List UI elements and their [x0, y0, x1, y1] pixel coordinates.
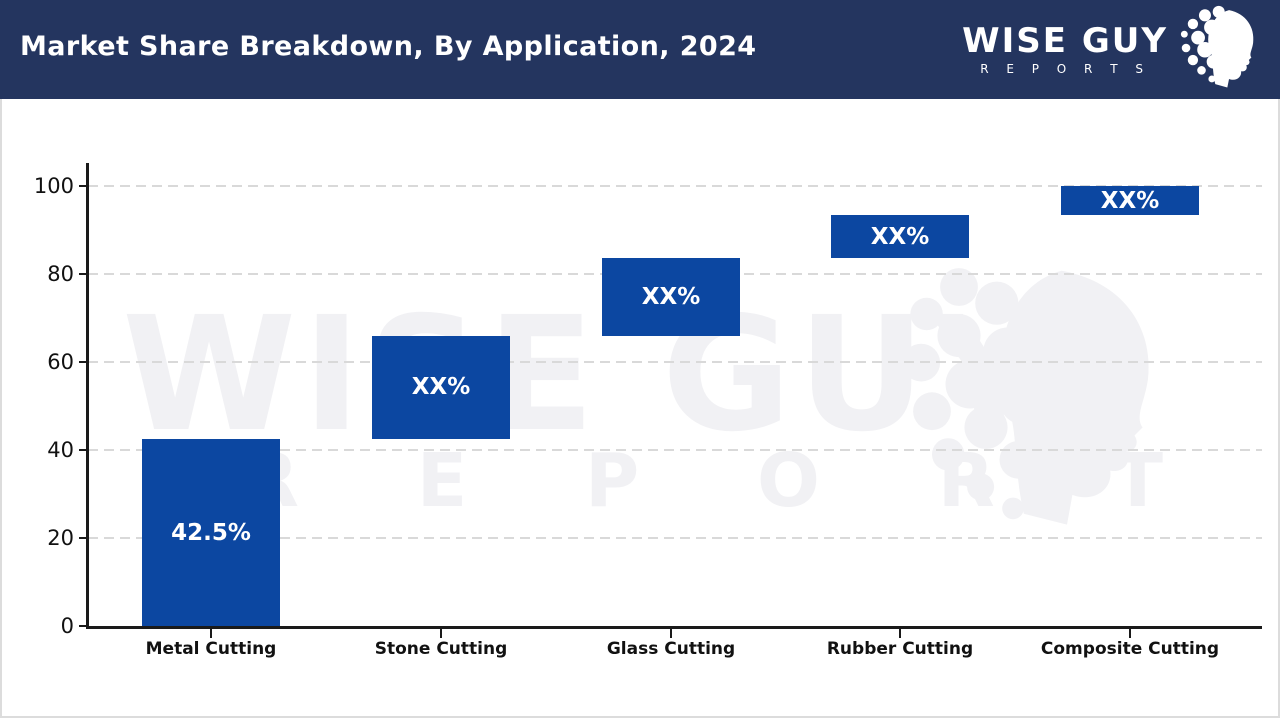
x-axis-tick: [670, 629, 672, 638]
x-category-label: Rubber Cutting: [826, 639, 974, 659]
x-category-label: Glass Cutting: [606, 639, 736, 659]
gridline: [88, 449, 1262, 451]
x-axis-tick: [1129, 629, 1131, 638]
bar-composite-cutting: XX%: [1061, 186, 1199, 216]
y-axis-tick: [79, 361, 88, 363]
x-axis-tick: [899, 629, 901, 638]
bar-glass-cutting: XX%: [602, 258, 740, 336]
y-tick-label: 0: [60, 614, 74, 638]
y-axis-tick: [79, 185, 88, 187]
bar-rubber-cutting: XX%: [831, 215, 969, 259]
y-axis-tick: [79, 449, 88, 451]
y-tick-label: 60: [47, 350, 74, 374]
x-axis-line: [86, 626, 1262, 629]
bar-value-label: XX%: [1100, 187, 1160, 214]
bar-value-label: XX%: [870, 223, 930, 250]
x-category-label: Metal Cutting: [145, 639, 277, 659]
y-tick-label: 100: [33, 174, 74, 198]
bar-value-label: XX%: [411, 374, 471, 401]
y-axis-tick: [79, 625, 88, 627]
brand-subtitle: R E P O R T S: [980, 62, 1150, 76]
gridline: [88, 185, 1262, 187]
y-tick-label: 40: [47, 438, 74, 462]
x-axis-tick: [210, 629, 212, 638]
y-tick-label: 20: [47, 526, 74, 550]
gridline: [88, 537, 1262, 539]
bar-value-label: XX%: [641, 283, 701, 310]
x-category-label: Stone Cutting: [374, 639, 508, 659]
header: Market Share Breakdown, By Application, …: [0, 0, 1280, 99]
x-axis-tick: [440, 629, 442, 638]
y-axis-tick: [79, 273, 88, 275]
brand-logo-text: WISE GUY R E P O R T S: [962, 24, 1168, 75]
x-category-label: Composite Cutting: [1040, 639, 1220, 659]
gridline: [88, 361, 1262, 363]
brand-name: WISE GUY: [962, 21, 1168, 61]
bar-stone-cutting: XX%: [372, 335, 510, 439]
y-axis-tick: [79, 537, 88, 539]
brand-face-icon: [1174, 4, 1260, 96]
page-title: Market Share Breakdown, By Application, …: [20, 31, 757, 62]
brand-logo: WISE GUY R E P O R T S: [962, 4, 1260, 96]
bar-value-label: 42.5%: [171, 519, 251, 546]
y-tick-label: 80: [47, 262, 74, 286]
y-axis-line: [86, 163, 89, 629]
bar-metal-cutting: 42.5%: [142, 439, 280, 626]
